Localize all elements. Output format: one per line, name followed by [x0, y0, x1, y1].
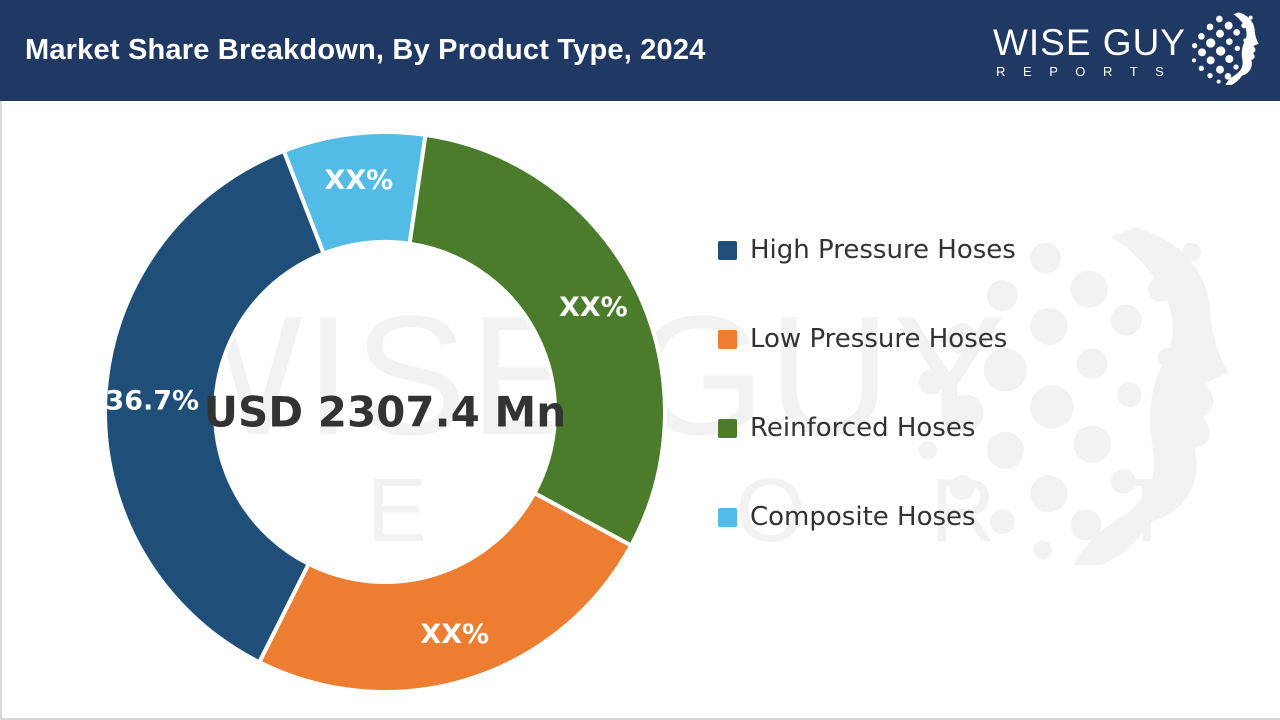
slice-label-reinforced-hoses: XX%	[559, 292, 628, 323]
slice-label-low-pressure-hoses: XX%	[420, 619, 489, 650]
legend-item-high-pressure-hoses: High Pressure Hoses	[718, 236, 1016, 264]
brand-subtitle: R E P O R T S	[995, 64, 1171, 79]
page-title: Market Share Breakdown, By Product Type,…	[25, 34, 706, 66]
donut-center-value: USD 2307.4 Mn	[204, 388, 566, 437]
brand-logo: WISE GUY R E P O R T S	[993, 5, 1268, 97]
legend-swatch	[718, 418, 737, 438]
legend-swatch	[718, 507, 737, 527]
brand-head-icon	[1188, 8, 1268, 94]
legend-item-reinforced-hoses: Reinforced Hoses	[718, 414, 1016, 442]
header-bar: Market Share Breakdown, By Product Type,…	[0, 0, 1280, 101]
brand-logo-text: WISE GUY R E P O R T S	[993, 24, 1186, 78]
legend-item-low-pressure-hoses: Low Pressure Hoses	[718, 325, 1016, 353]
legend-label: Low Pressure Hoses	[750, 324, 1008, 354]
slice-label-composite-hoses: XX%	[325, 165, 394, 196]
brand-name: WISE GUY	[992, 22, 1186, 63]
legend-swatch	[718, 240, 737, 260]
legend-label: Composite Hoses	[750, 502, 976, 532]
legend-swatch	[718, 329, 737, 349]
legend-label: Reinforced Hoses	[750, 413, 976, 443]
donut-slice-reinforced-hoses	[407, 132, 667, 548]
legend-item-composite-hoses: Composite Hoses	[718, 503, 1016, 531]
slice-label-high-pressure-hoses: 36.7%	[105, 385, 199, 416]
legend: High Pressure Hoses Low Pressure Hoses Rei…	[718, 236, 1016, 592]
legend-label: High Pressure Hoses	[750, 235, 1016, 265]
donut-slice-high-pressure-hoses	[103, 148, 326, 665]
donut-slice-low-pressure-hoses	[257, 491, 634, 694]
